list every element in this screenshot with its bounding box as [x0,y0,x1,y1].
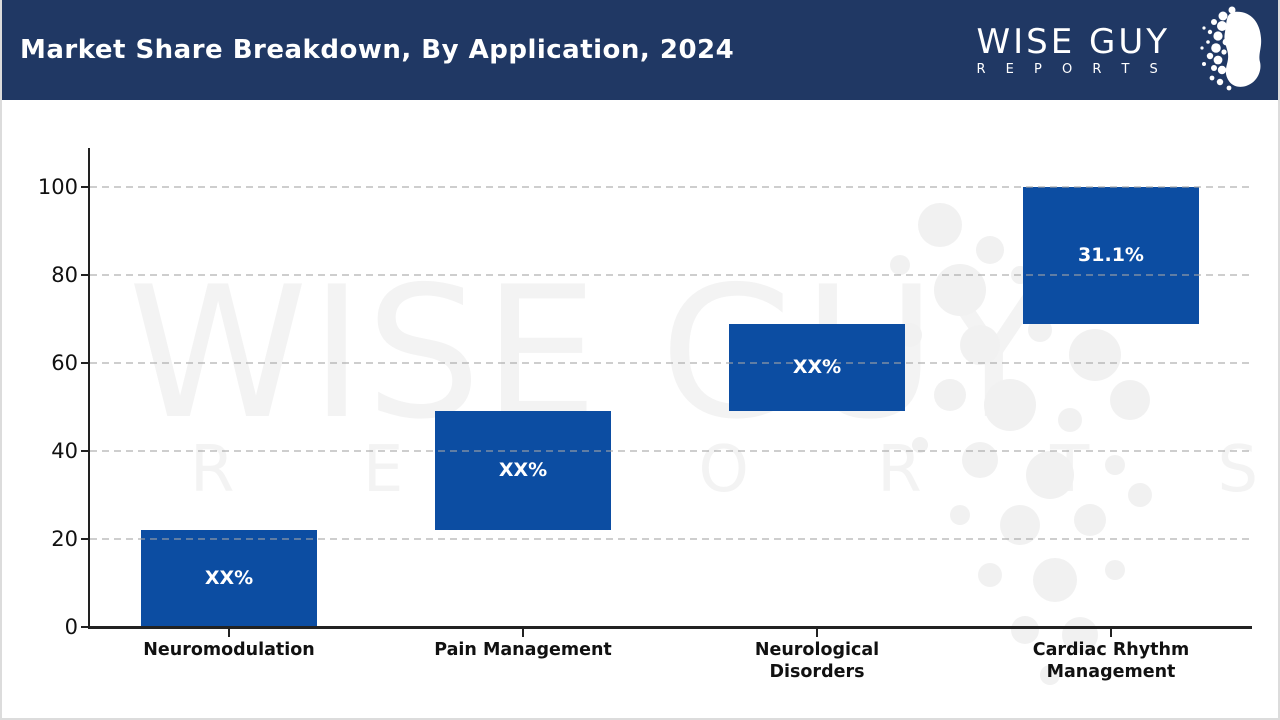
y-axis-tick-label: 100 [37,175,78,199]
bar-segment [141,529,317,627]
bar-value-label: XX% [498,459,548,482]
y-axis-tick [81,362,90,364]
y-axis-tick-label: 20 [51,527,78,551]
brand-name: WISE GUY [976,21,1170,62]
watermark-brand-subtext: R E P O R T S [190,433,1280,507]
x-axis-category-label: Neurological Disorders [754,640,880,682]
y-axis-tick [81,186,90,188]
y-axis-tick-label: 0 [64,615,78,639]
x-axis-category-label: Pain Management [434,640,612,660]
gridline [90,538,1252,540]
gridline [90,186,1252,188]
x-axis-tick [1110,628,1112,637]
x-axis-tick [522,628,524,637]
bar-segment [729,323,905,411]
brand-subname: R E P O R T S [976,61,1166,77]
brand-logo: WISE GUY R E P O R T S [976,4,1266,96]
y-axis-tick-label: 80 [51,263,78,287]
bar-value-label: XX% [204,567,254,590]
y-axis-tick [81,538,90,540]
y-axis-tick-label: 60 [51,351,78,375]
y-axis-tick [81,274,90,276]
x-axis-category-label: Neuromodulation [143,640,315,660]
x-axis-category-label: Cardiac Rhythm Management [1032,640,1190,682]
y-axis-tick-label: 40 [51,439,78,463]
y-axis-tick [81,626,90,628]
gridline [90,274,1252,276]
y-axis-tick [81,450,90,452]
page-title: Market Share Breakdown, By Application, … [20,35,735,65]
x-axis-tick [816,628,818,637]
bar-value-label: XX% [792,356,842,379]
header: Market Share Breakdown, By Application, … [0,0,1280,100]
gridline [90,450,1252,452]
x-axis-tick [228,628,230,637]
x-axis-line [88,626,1252,629]
y-axis-line [88,148,90,629]
bar-segment [435,410,611,530]
bar-segment [1023,187,1199,324]
bar-value-label: 31.1% [1078,244,1144,267]
brand-face-icon [1200,6,1262,91]
gridline [90,362,1252,364]
brand-logo-text: WISE GUY R E P O R T S [976,25,1170,76]
